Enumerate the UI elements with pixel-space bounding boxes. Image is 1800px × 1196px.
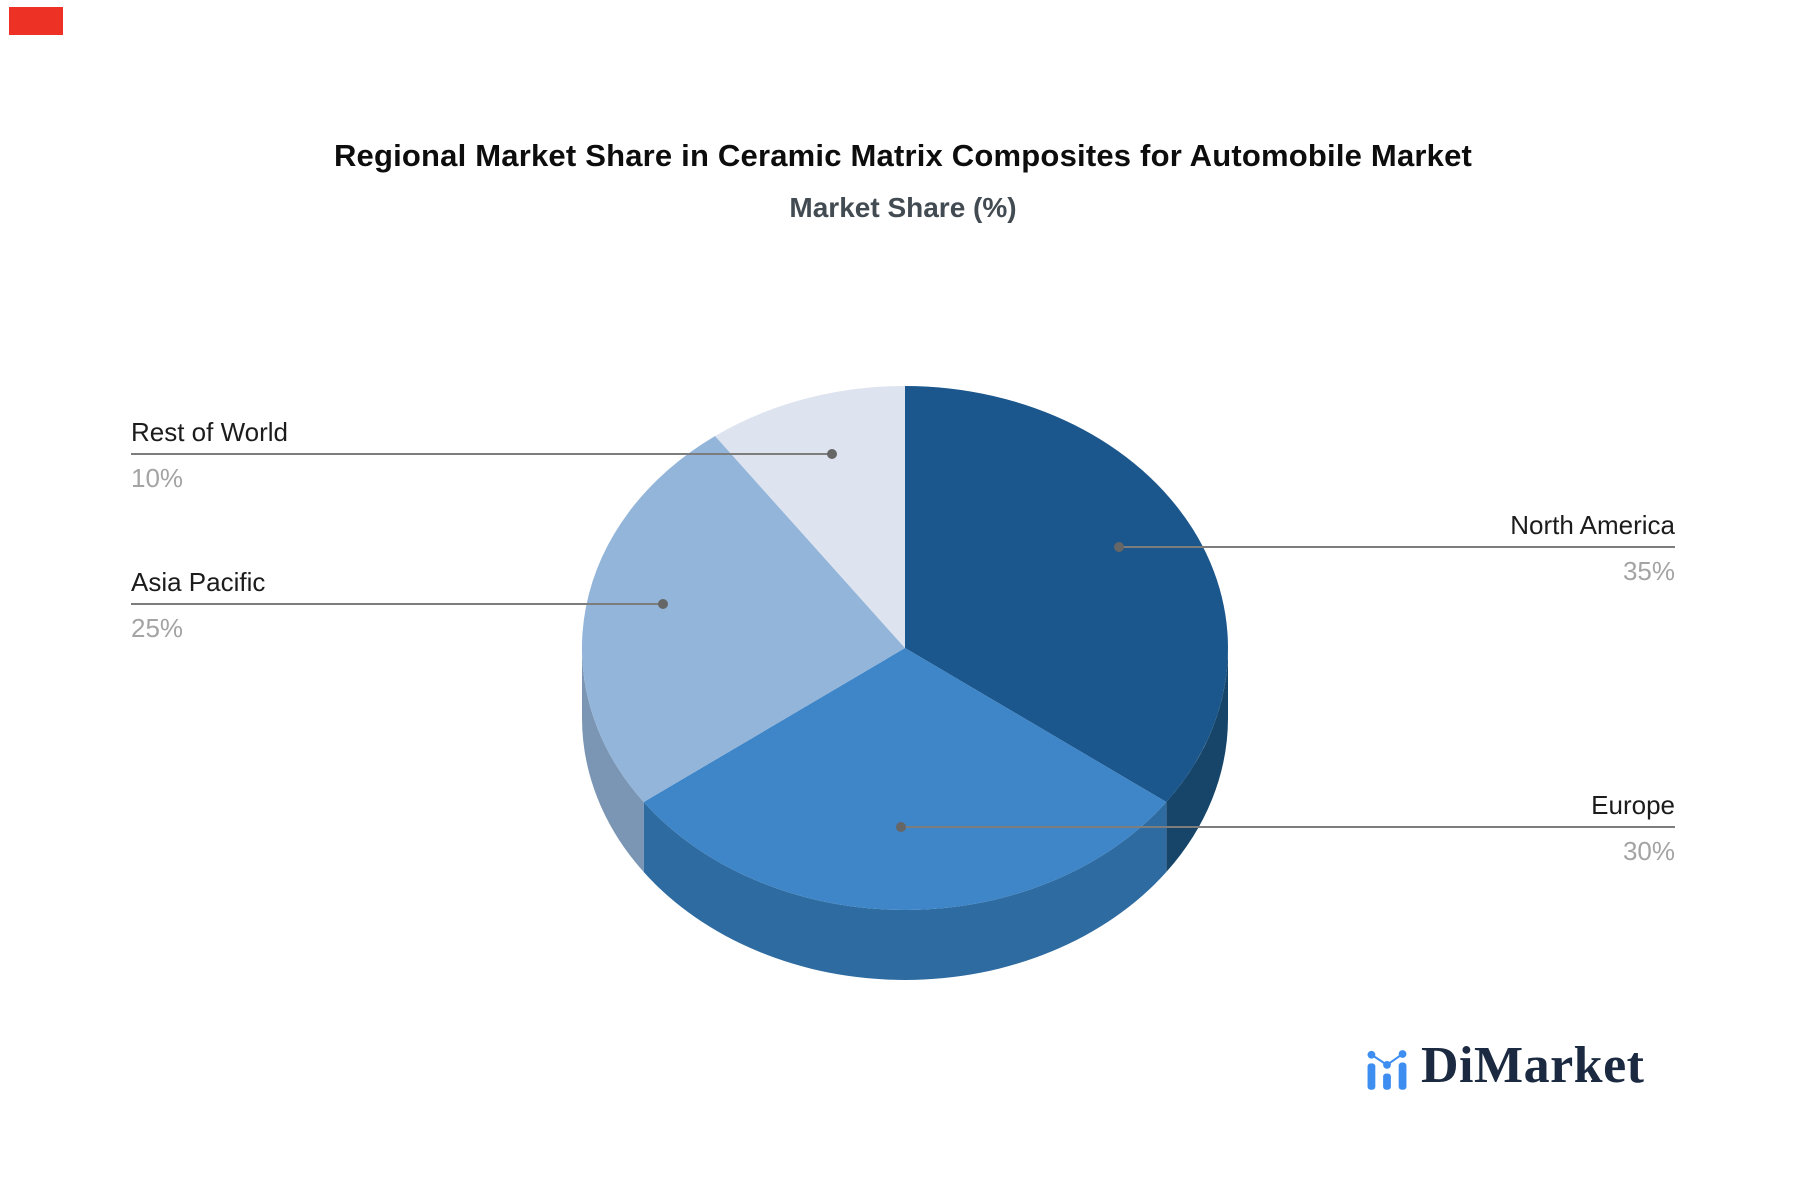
callout-value-europe: 30%: [1622, 836, 1675, 866]
callout-label-rest-of-world: Rest of World: [131, 417, 289, 447]
callout-value-rest-of-world: 10%: [131, 463, 184, 493]
red-marker: [9, 7, 63, 35]
logo-text: DiMarket: [1421, 1037, 1645, 1094]
callout-label-europe: Europe: [1591, 790, 1675, 820]
chart-subtitle: Market Share (%): [789, 192, 1017, 223]
chart-title: Regional Market Share in Ceramic Matrix …: [333, 138, 1473, 173]
callout-value-asia-pacific: 25%: [131, 613, 184, 643]
logo-icon: [1367, 1050, 1407, 1090]
callout-label-asia-pacific: Asia Pacific: [131, 567, 266, 597]
logo: DiMarket: [1366, 1037, 1645, 1094]
callout-value-north-america: 35%: [1622, 556, 1675, 586]
callout-label-north-america: North America: [1510, 510, 1675, 540]
